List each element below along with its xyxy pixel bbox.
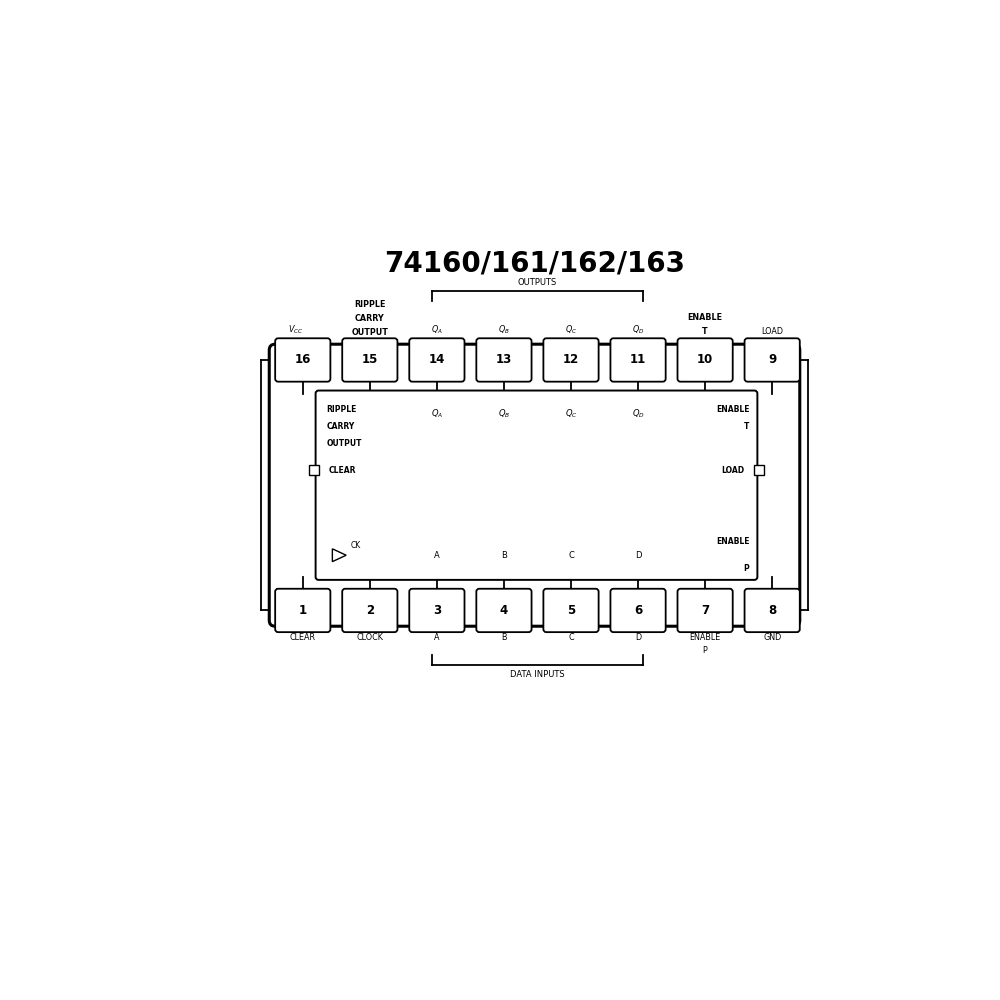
Text: $Q_A$: $Q_A$ xyxy=(431,407,443,420)
Text: T: T xyxy=(744,422,749,431)
Text: C: C xyxy=(568,633,574,642)
Text: B: B xyxy=(501,633,507,642)
FancyBboxPatch shape xyxy=(543,589,599,632)
FancyBboxPatch shape xyxy=(409,589,465,632)
Text: P: P xyxy=(703,646,707,655)
Text: CLEAR: CLEAR xyxy=(328,466,356,475)
FancyBboxPatch shape xyxy=(275,589,330,632)
Text: 4: 4 xyxy=(500,604,508,617)
FancyBboxPatch shape xyxy=(745,589,800,632)
FancyBboxPatch shape xyxy=(476,589,532,632)
Text: $Q_B$: $Q_B$ xyxy=(498,407,510,420)
Text: A: A xyxy=(434,633,440,642)
Text: $Q_B$: $Q_B$ xyxy=(498,324,510,336)
FancyBboxPatch shape xyxy=(678,589,733,632)
Text: 10: 10 xyxy=(697,353,713,366)
Text: 15: 15 xyxy=(362,353,378,366)
FancyBboxPatch shape xyxy=(316,391,757,580)
Text: 9: 9 xyxy=(768,353,776,366)
Text: 12: 12 xyxy=(563,353,579,366)
FancyBboxPatch shape xyxy=(342,589,397,632)
Text: 1: 1 xyxy=(299,604,307,617)
Text: $V_{CC}$: $V_{CC}$ xyxy=(288,324,304,336)
Text: ENABLE: ENABLE xyxy=(689,633,721,642)
Text: CK: CK xyxy=(351,541,361,550)
FancyBboxPatch shape xyxy=(610,589,666,632)
Polygon shape xyxy=(332,549,346,562)
FancyBboxPatch shape xyxy=(678,338,733,382)
Text: $Q_C$: $Q_C$ xyxy=(565,407,577,420)
Text: RIPPLE: RIPPLE xyxy=(326,405,357,414)
Text: 2: 2 xyxy=(366,604,374,617)
Text: OUTPUTS: OUTPUTS xyxy=(518,278,557,287)
Text: D: D xyxy=(635,551,641,560)
Text: 14: 14 xyxy=(429,353,445,366)
FancyBboxPatch shape xyxy=(269,344,800,626)
Text: $Q_A$: $Q_A$ xyxy=(431,324,443,336)
Text: 5: 5 xyxy=(567,604,575,617)
Text: 3: 3 xyxy=(433,604,441,617)
Text: T: T xyxy=(702,327,708,336)
Text: 8: 8 xyxy=(768,604,776,617)
Text: LOAD: LOAD xyxy=(761,327,783,336)
Text: $Q_D$: $Q_D$ xyxy=(632,324,644,336)
Text: 6: 6 xyxy=(634,604,642,617)
FancyBboxPatch shape xyxy=(275,338,330,382)
Text: C: C xyxy=(568,551,574,560)
Text: $Q_C$: $Q_C$ xyxy=(565,324,577,336)
Text: OUTPUT: OUTPUT xyxy=(326,439,362,448)
Text: CARRY: CARRY xyxy=(326,422,355,431)
Text: RIPPLE: RIPPLE xyxy=(354,300,386,309)
Text: DATA INPUTS: DATA INPUTS xyxy=(510,670,565,679)
FancyBboxPatch shape xyxy=(409,338,465,382)
Text: ENABLE: ENABLE xyxy=(716,405,749,414)
Text: ENABLE: ENABLE xyxy=(716,537,749,546)
Bar xyxy=(309,465,319,475)
Text: ENABLE: ENABLE xyxy=(688,313,723,322)
Text: 7: 7 xyxy=(701,604,709,617)
Text: 11: 11 xyxy=(630,353,646,366)
FancyBboxPatch shape xyxy=(745,338,800,382)
Text: D: D xyxy=(635,633,641,642)
Text: CLOCK: CLOCK xyxy=(356,633,383,642)
Text: LOAD: LOAD xyxy=(721,466,745,475)
FancyBboxPatch shape xyxy=(342,338,397,382)
Text: 16: 16 xyxy=(295,353,311,366)
Bar xyxy=(754,465,764,475)
Text: GND: GND xyxy=(763,633,781,642)
Text: 13: 13 xyxy=(496,353,512,366)
Text: B: B xyxy=(501,551,507,560)
Text: OUTPUT: OUTPUT xyxy=(351,328,388,337)
Text: A: A xyxy=(434,551,440,560)
Text: P: P xyxy=(744,564,749,573)
FancyBboxPatch shape xyxy=(610,338,666,382)
Text: 74160/161/162/163: 74160/161/162/163 xyxy=(384,249,685,277)
Text: CLEAR: CLEAR xyxy=(290,633,316,642)
FancyBboxPatch shape xyxy=(543,338,599,382)
Text: CARRY: CARRY xyxy=(355,314,385,323)
FancyBboxPatch shape xyxy=(476,338,532,382)
Text: $Q_D$: $Q_D$ xyxy=(632,407,644,420)
